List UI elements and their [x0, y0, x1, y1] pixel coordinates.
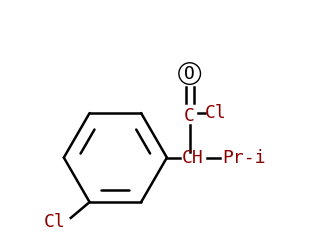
Text: Pr-i: Pr-i	[222, 148, 266, 167]
Text: Cl: Cl	[44, 213, 66, 231]
Text: O: O	[184, 65, 195, 83]
Text: CH: CH	[182, 148, 204, 167]
Text: Cl: Cl	[205, 104, 226, 122]
Text: C: C	[184, 107, 195, 125]
